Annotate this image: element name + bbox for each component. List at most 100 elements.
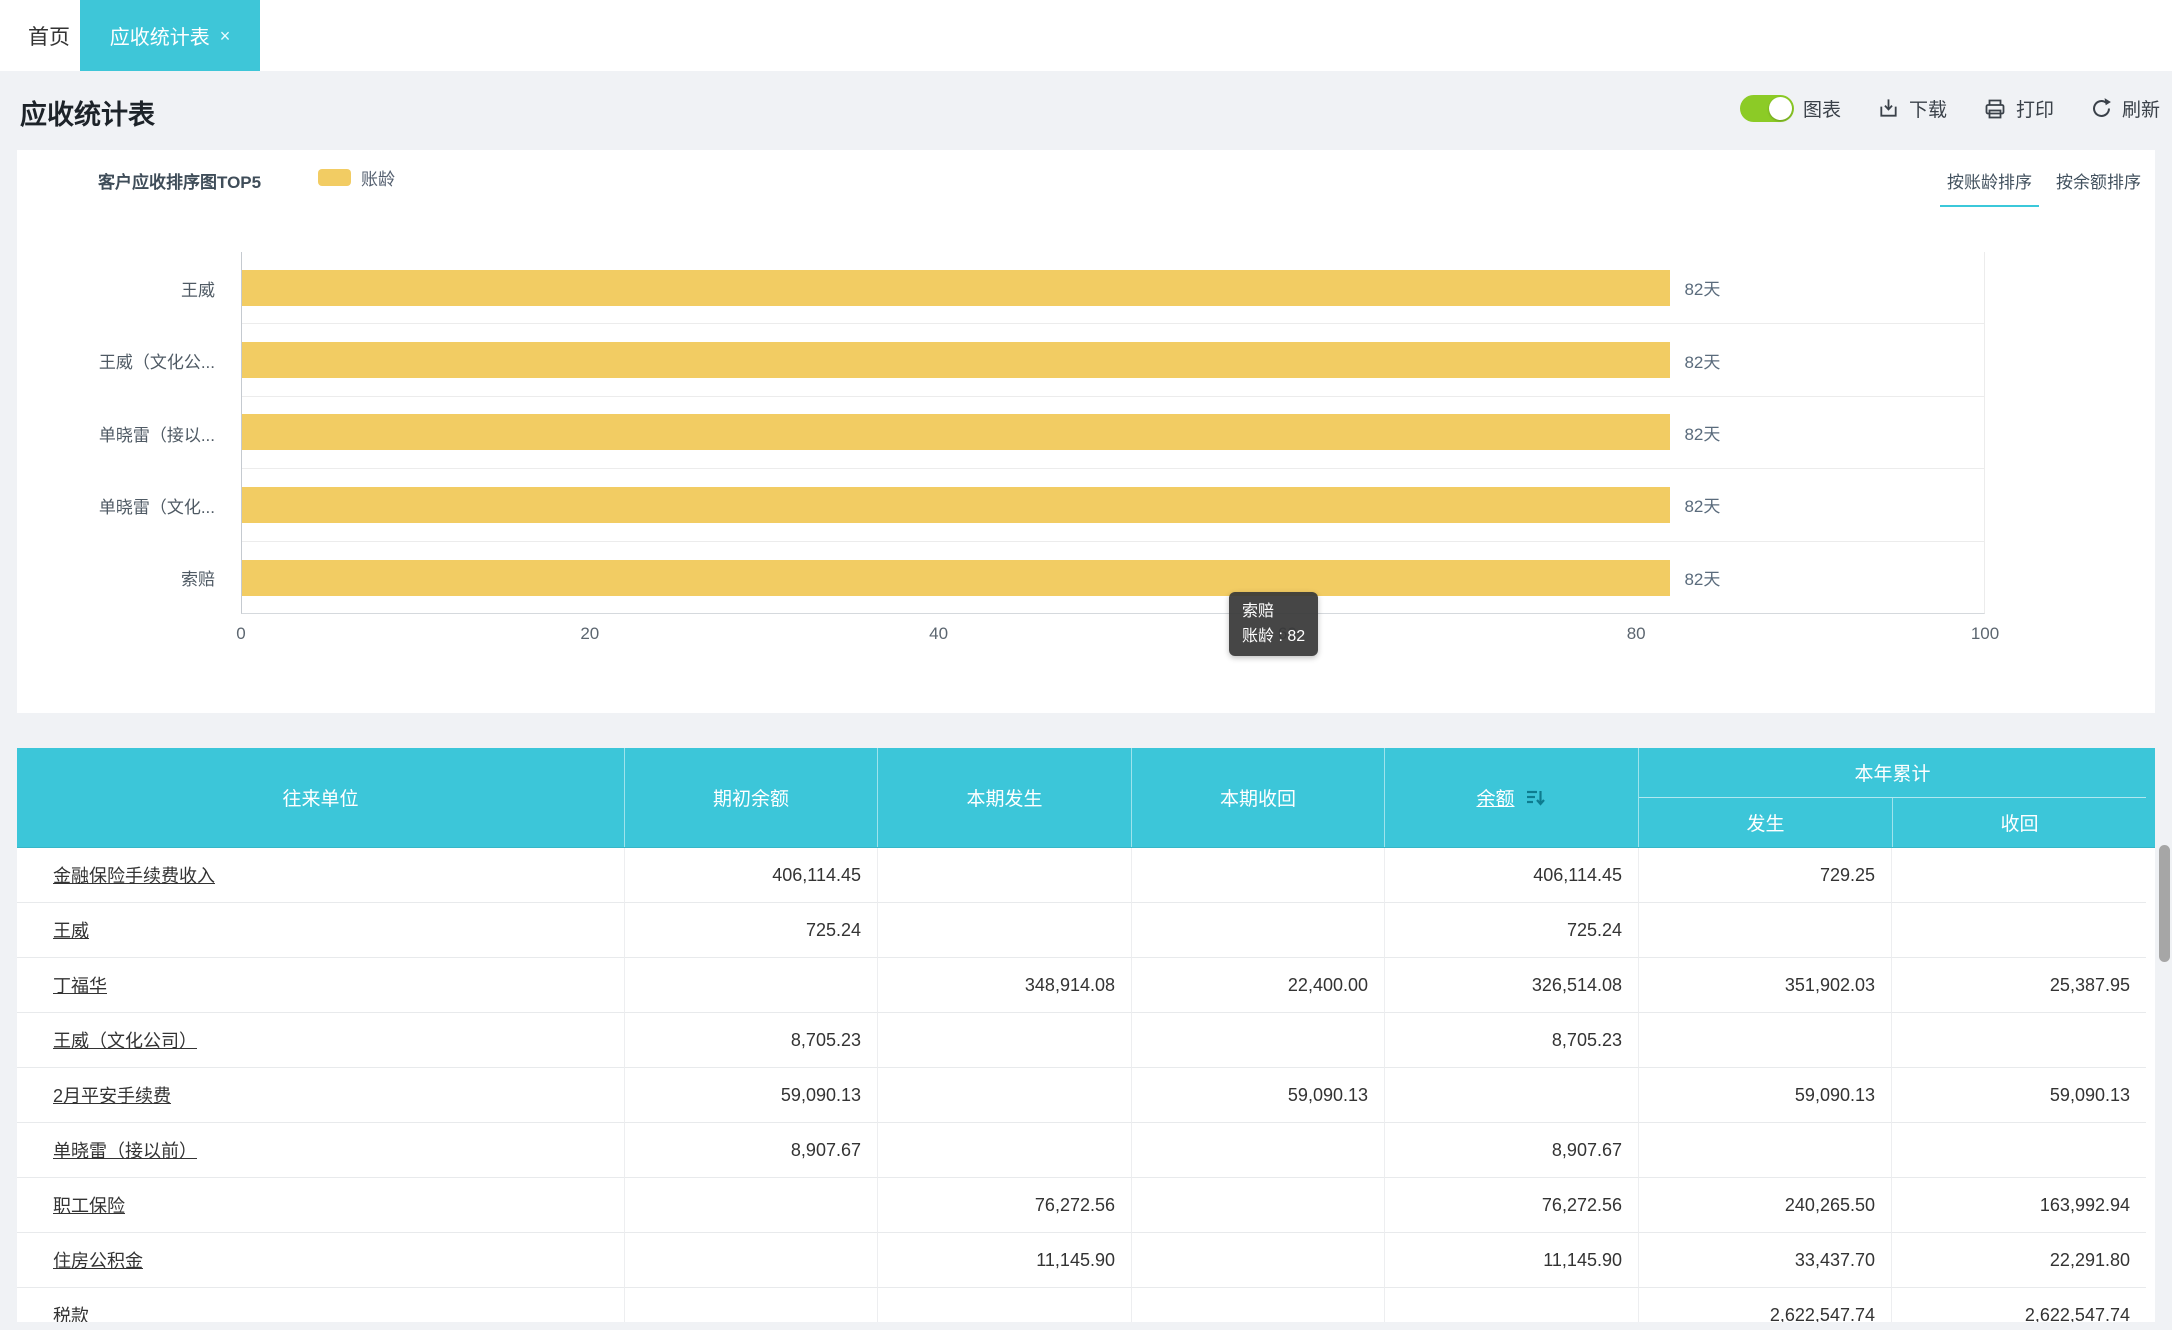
cell-opening: 406,114.45 <box>625 848 878 903</box>
unit-link[interactable]: 丁福华 <box>53 976 107 996</box>
table-row: 王威（文化公司） 8,705.23 8,705.23 <box>17 1013 2155 1068</box>
cell-year-received: 2,622,547.74 <box>1892 1288 2146 1323</box>
header-opening-balance: 期初余额 <box>625 748 878 847</box>
cell-balance: 8,705.23 <box>1385 1013 1639 1068</box>
cell-opening: 725.24 <box>625 903 878 958</box>
cell-year-incurred: 33,437.70 <box>1639 1233 1892 1288</box>
chart-toggle-item: 图表 <box>1730 95 1851 122</box>
bar-value-label: 82天 <box>1684 352 1721 372</box>
bar-value-label: 82天 <box>1684 280 1721 300</box>
tab-home[interactable]: 首页 <box>28 25 70 49</box>
chart-toggle[interactable] <box>1739 95 1794 122</box>
cell-year-received <box>1892 848 2146 903</box>
cell-year-received: 25,387.95 <box>1892 958 2146 1013</box>
tab-close-icon[interactable]: × <box>219 25 231 46</box>
x-tick: 100 <box>1970 624 2000 643</box>
balance-sort-link[interactable]: 余额 <box>1476 789 1515 810</box>
aging-bar[interactable] <box>242 342 1671 379</box>
cell-year-received: 163,992.94 <box>1892 1178 2146 1233</box>
aging-bar[interactable] <box>242 414 1671 451</box>
table-row: 金融保险手续费收入 406,114.45 406,114.45 729.25 <box>17 848 2155 903</box>
cell-year-incurred: 729.25 <box>1639 848 1892 903</box>
bar-row: 82天 <box>242 397 1984 470</box>
cell-balance: 326,514.08 <box>1385 958 1639 1013</box>
cell-period-received <box>1132 1178 1385 1233</box>
vertical-scrollbar-thumb[interactable] <box>2159 845 2170 962</box>
cell-period-received <box>1132 1123 1385 1178</box>
header-year-sub-row: 发生 收回 <box>1639 797 2146 847</box>
cell-year-incurred: 59,090.13 <box>1639 1068 1892 1123</box>
title-bar: 应收统计表 图表 下载 打印 <box>0 71 2172 150</box>
header-period-incurred: 本期发生 <box>878 748 1132 847</box>
x-tick: 40 <box>929 624 949 643</box>
cell-period-incurred <box>878 1068 1132 1123</box>
cell-year-incurred: 2,622,547.74 <box>1639 1288 1892 1322</box>
cell-year-incurred <box>1639 1123 1892 1178</box>
x-axis-tick-labels: 0 20 40 60 80 100 <box>236 624 1999 650</box>
unit-link[interactable]: 王威（文化公司） <box>53 1031 197 1051</box>
aging-bar[interactable] <box>242 559 1671 596</box>
table-header-row: 往来单位 期初余额 本期发生 本期收回 余额 本年累计 发生 收回 <box>17 748 2155 848</box>
unit-link[interactable]: 住房公积金 <box>53 1251 143 1271</box>
legend-aging[interactable]: 账龄 <box>318 165 395 190</box>
table-row: 2月平安手续费 59,090.13 59,090.13 59,090.13 59… <box>17 1068 2155 1123</box>
header-year-total-group: 本年累计 发生 收回 <box>1639 748 2146 847</box>
cell-period-received: 59,090.13 <box>1132 1068 1385 1123</box>
chart-header: 客户应收排序图TOP5 账龄 按账龄排序 按余额排序 <box>17 150 2155 207</box>
bar-value-label: 82天 <box>1684 424 1721 444</box>
cell-balance: 725.24 <box>1385 903 1639 958</box>
unit-link[interactable]: 王威 <box>53 921 89 941</box>
aging-bar[interactable] <box>242 269 1671 306</box>
receivable-table-card: 往来单位 期初余额 本期发生 本期收回 余额 本年累计 发生 收回 <box>17 748 2155 1322</box>
table-row: 丁福华 348,914.08 22,400.00 326,514.08 351,… <box>17 958 2155 1013</box>
header-unit: 往来单位 <box>17 748 625 847</box>
unit-link[interactable]: 2月平安手续费 <box>53 1086 172 1106</box>
download-icon <box>1877 97 1900 120</box>
bar-row: 82天 <box>242 469 1984 542</box>
refresh-button[interactable]: 刷新 <box>2080 95 2170 122</box>
cell-year-received: 22,291.80 <box>1892 1233 2146 1288</box>
cell-period-incurred <box>878 1288 1132 1322</box>
download-label: 下载 <box>1908 100 1947 121</box>
x-tick: 0 <box>236 624 246 643</box>
tooltip-title: 索赔 <box>1242 603 1275 620</box>
legend-label: 账龄 <box>361 170 395 189</box>
sort-by-aging-label: 按账龄排序 <box>1947 173 2032 192</box>
tab-receivable-stats[interactable]: 应收统计表 × <box>80 0 260 71</box>
sort-by-balance-label: 按余额排序 <box>2056 173 2141 192</box>
download-button[interactable]: 下载 <box>1867 95 1957 122</box>
unit-link[interactable]: 金融保险手续费收入 <box>53 866 215 886</box>
refresh-label: 刷新 <box>2121 100 2160 121</box>
cell-year-incurred <box>1639 903 1892 958</box>
header-balance: 余额 <box>1385 748 1639 847</box>
cell-period-received <box>1132 1288 1385 1322</box>
unit-link[interactable]: 职工保险 <box>53 1196 125 1216</box>
y-axis-category-labels: 王威 王威（文化公... 单晓雷（接以... 单晓雷（文化... 索赔 <box>17 252 227 614</box>
unit-link[interactable]: 税款 <box>53 1306 89 1322</box>
tooltip-value: 账龄 : 82 <box>1242 627 1306 645</box>
chart-toggle-label: 图表 <box>1802 100 1841 121</box>
cell-year-received <box>1892 1013 2146 1068</box>
sort-by-balance-tab[interactable]: 按余额排序 <box>2056 168 2141 207</box>
unit-link[interactable]: 单晓雷（接以前） <box>53 1141 197 1161</box>
category-label: 王威（文化公... <box>98 353 215 373</box>
sort-by-aging-tab[interactable]: 按账龄排序 <box>1940 168 2039 207</box>
cell-opening: 8,907.67 <box>625 1123 878 1178</box>
bar-plot-area: 82天 82天 82天 82天 82天 <box>241 252 1985 614</box>
cell-year-incurred: 351,902.03 <box>1639 958 1892 1013</box>
bar-value-label: 82天 <box>1684 497 1721 517</box>
sort-descending-icon[interactable] <box>1523 786 1547 810</box>
aging-bar[interactable] <box>242 486 1671 523</box>
header-year-incurred: 发生 <box>1639 797 1893 847</box>
tab-active-label: 应收统计表 <box>109 27 210 49</box>
table-row: 单晓雷（接以前） 8,907.67 8,907.67 <box>17 1123 2155 1178</box>
cell-period-received <box>1132 903 1385 958</box>
printer-icon <box>1983 97 2007 121</box>
cell-opening <box>625 1288 878 1322</box>
print-button[interactable]: 打印 <box>1973 95 2064 122</box>
tab-bar: 首页 应收统计表 × <box>0 0 2172 71</box>
cell-balance: 76,272.56 <box>1385 1178 1639 1233</box>
active-tab-underline <box>1940 205 2039 207</box>
bar-value-label: 82天 <box>1684 570 1721 590</box>
table-row: 王威 725.24 725.24 <box>17 903 2155 958</box>
